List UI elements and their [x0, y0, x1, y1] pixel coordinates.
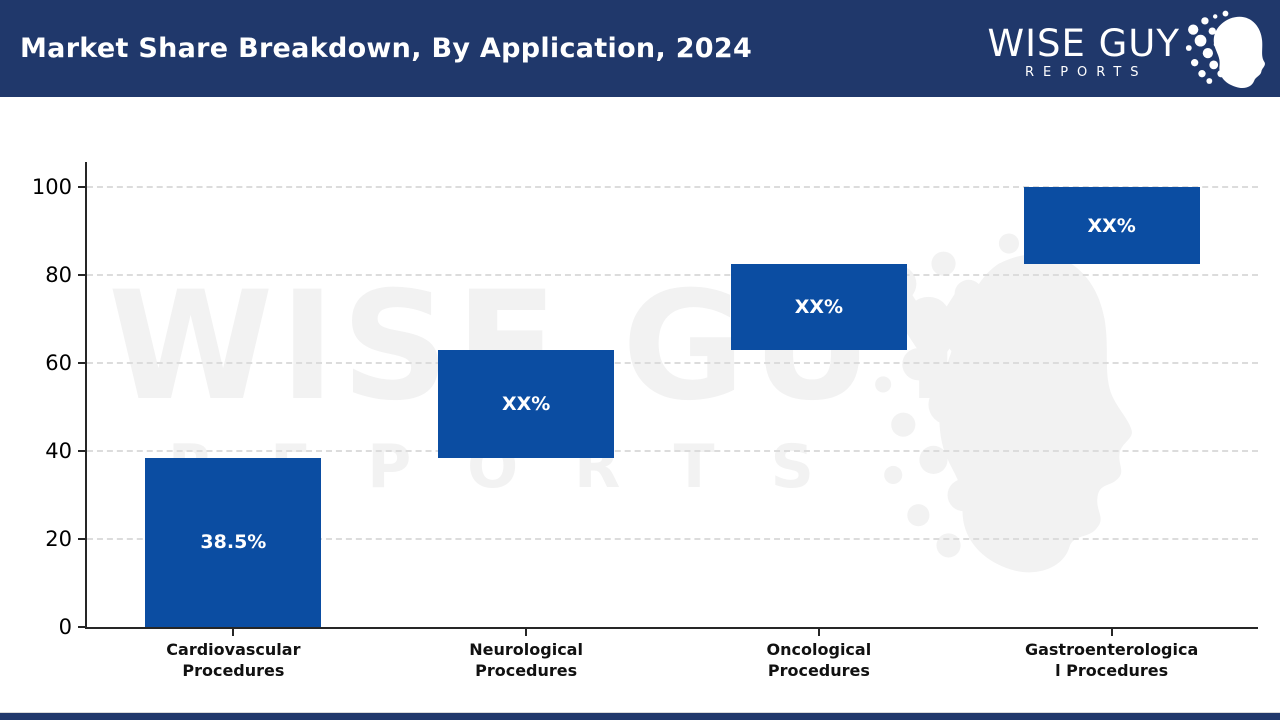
- bar-value-label: XX%: [1087, 214, 1136, 237]
- gridline-80: [87, 274, 1258, 276]
- x-tick-mark: [525, 629, 528, 636]
- x-axis-label-line: Oncological: [766, 640, 872, 659]
- x-axis-label-oncological-procedures: Oncological Procedures: [669, 639, 969, 681]
- x-tick-mark: [817, 629, 820, 636]
- y-tick-mark: [78, 186, 86, 188]
- x-axis-label-line: Procedures: [475, 661, 578, 680]
- logo-subtitle: REPORTS: [1024, 64, 1148, 80]
- wise-guy-reports-logo: WISE GUY REPORTS: [988, 6, 1268, 90]
- footer-divider: [0, 712, 1280, 713]
- bar-value-label: 38.5%: [200, 531, 267, 554]
- x-tick-mark: [1110, 629, 1113, 636]
- bar-oncological-procedures: XX%: [730, 264, 907, 350]
- x-axis-label-line: Cardiovascular: [166, 640, 301, 659]
- logo-head-icon: [1185, 10, 1265, 89]
- y-axis-tick-label: 0: [58, 615, 72, 639]
- x-axis-label-line: Procedures: [182, 661, 285, 680]
- logo-text: WISE GUY REPORTS: [988, 25, 1180, 80]
- bar-value-label: XX%: [794, 295, 844, 318]
- y-tick-mark: [78, 538, 86, 540]
- gridline-20: [87, 538, 1258, 540]
- chart-title: Market Share Breakdown, By Application, …: [20, 33, 753, 64]
- y-axis-tick-label: 60: [45, 351, 72, 375]
- header-bar: Market Share Breakdown, By Application, …: [0, 0, 1280, 97]
- x-tick-mark: [232, 629, 235, 636]
- x-axis-label-line: Neurological: [469, 640, 583, 659]
- x-axis-label-neurological-procedures: Neurological Procedures: [376, 639, 676, 681]
- bar-gastroenterological-procedures: XX%: [1023, 187, 1200, 264]
- bar-cardiovascular-procedures: 38.5%: [145, 457, 322, 627]
- x-axis-label-line: Gastroenterologica: [1024, 640, 1199, 659]
- y-axis-spine: [85, 162, 87, 629]
- y-axis-tick-label: 20: [45, 527, 72, 551]
- bar-value-label: XX%: [501, 392, 551, 415]
- gridline-40: [87, 450, 1258, 452]
- gridline-100: [87, 186, 1258, 188]
- gridline-60: [87, 362, 1258, 364]
- y-tick-mark: [78, 274, 86, 276]
- y-tick-mark: [78, 362, 86, 364]
- y-axis-tick-label: 80: [45, 263, 72, 287]
- y-tick-mark: [78, 450, 86, 452]
- footer-bar: [0, 713, 1280, 720]
- x-axis-label-cardiovascular-procedures: Cardiovascular Procedures: [83, 639, 383, 681]
- x-axis-label-gastroenterological-procedures: Gastroenterologica l Procedures: [962, 639, 1262, 681]
- y-axis-tick-label: 100: [31, 175, 72, 199]
- bar-neurological-procedures: XX%: [438, 349, 615, 458]
- y-tick-mark: [78, 626, 86, 628]
- x-axis-spine: [85, 627, 1258, 629]
- x-axis-label-line: l Procedures: [1055, 661, 1169, 680]
- y-axis-tick-label: 40: [45, 439, 72, 463]
- x-axis-label-line: Procedures: [767, 661, 870, 680]
- logo-wordmark: WISE GUY: [987, 21, 1180, 65]
